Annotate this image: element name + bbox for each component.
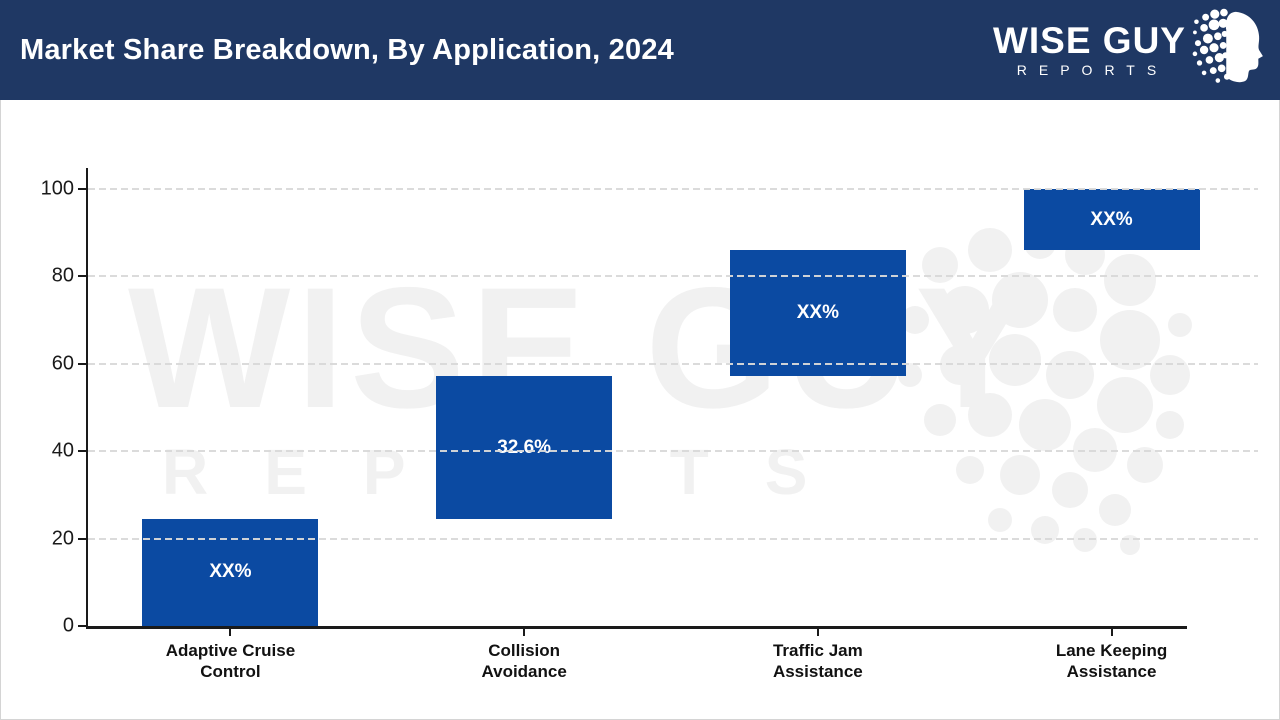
x-tick	[1110, 628, 1113, 636]
gridline-40	[88, 450, 1258, 453]
bar-segment: XX%	[142, 518, 319, 626]
logo-text: WISE GUY REPORTS	[993, 22, 1186, 78]
x-axis-line	[86, 626, 1187, 629]
x-tick	[523, 628, 526, 636]
y-tick-100	[78, 188, 86, 190]
header-bar: Market Share Breakdown, By Application, …	[0, 0, 1280, 100]
y-tick-label-100: 100	[40, 177, 74, 200]
bar-value-label: XX%	[796, 302, 839, 324]
gridline-60	[88, 362, 1258, 365]
bar-segment: XX%	[1023, 189, 1200, 251]
bar-value-label: XX%	[1090, 208, 1133, 230]
bar-value-label: XX%	[209, 561, 252, 583]
y-tick-label-40: 40	[51, 439, 74, 462]
y-tick-label-60: 60	[51, 352, 74, 375]
page-title: Market Share Breakdown, By Application, …	[20, 33, 674, 66]
gridline-80	[88, 275, 1258, 278]
watermark-head-dots-icon	[898, 227, 1192, 555]
wise-guy-logo: WISE GUY REPORTS	[993, 8, 1266, 92]
y-tick-40	[78, 450, 86, 453]
y-tick-80	[78, 275, 86, 278]
y-tick-label-20: 20	[51, 527, 74, 550]
y-axis-line	[86, 168, 88, 628]
y-tick-60	[78, 362, 86, 365]
x-tick	[229, 628, 232, 636]
x-category-label: Adaptive Cruise Control	[165, 641, 296, 682]
x-category-label: Traffic Jam Assistance	[772, 641, 863, 682]
x-tick	[816, 628, 819, 636]
y-tick-label-0: 0	[62, 614, 74, 637]
y-tick-0	[78, 625, 86, 627]
gridline-20	[88, 537, 1258, 540]
bar-segment: XX%	[729, 250, 906, 377]
x-category-label: Collision Avoidance	[481, 641, 567, 682]
logo-reports-text: REPORTS	[1016, 62, 1169, 78]
bar-value-label: 32.6%	[497, 436, 552, 458]
bar-segment: 32.6%	[436, 376, 613, 519]
y-tick-20	[78, 537, 86, 540]
logo-wordmark: WISE GUY	[992, 20, 1186, 61]
x-category-label: Lane Keeping Assistance	[1055, 641, 1168, 682]
gridline-100	[88, 188, 1258, 190]
logo-head-icon	[1192, 8, 1263, 83]
y-tick-label-80: 80	[51, 264, 74, 287]
